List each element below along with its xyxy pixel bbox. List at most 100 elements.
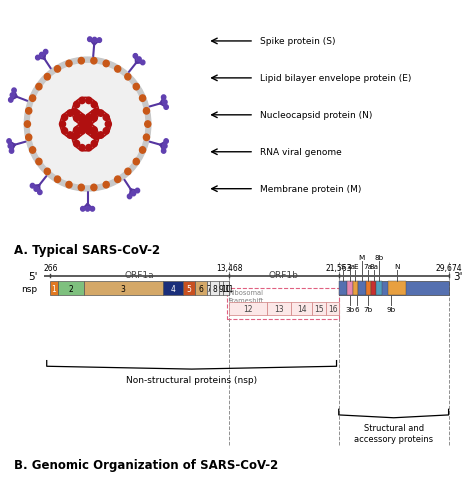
Circle shape [8,144,12,149]
Circle shape [86,123,92,130]
Circle shape [98,110,104,117]
Circle shape [91,132,97,139]
FancyBboxPatch shape [339,282,347,295]
Circle shape [55,67,61,73]
Text: 8b: 8b [374,254,384,260]
Circle shape [162,149,166,154]
Text: 29,674: 29,674 [435,263,462,272]
Circle shape [74,110,80,117]
FancyBboxPatch shape [210,282,219,295]
Circle shape [103,182,109,189]
Text: 266: 266 [43,263,57,272]
Circle shape [144,135,149,141]
Circle shape [91,116,97,122]
Circle shape [91,102,97,108]
Circle shape [85,128,91,135]
Text: Non-structural proteins (nsp): Non-structural proteins (nsp) [126,375,257,384]
Circle shape [133,84,139,91]
Circle shape [39,53,44,58]
Text: E: E [353,264,358,269]
Circle shape [29,147,36,154]
Text: 7: 7 [206,284,211,293]
Text: S: S [341,264,346,269]
Text: 7a: 7a [364,264,373,269]
Circle shape [66,182,72,189]
Circle shape [36,56,40,61]
FancyBboxPatch shape [365,282,371,295]
Circle shape [163,101,167,105]
Text: Membrane protein (M): Membrane protein (M) [260,185,361,194]
Circle shape [74,132,80,139]
Circle shape [79,123,85,130]
Circle shape [164,140,168,144]
Circle shape [91,59,97,65]
Circle shape [163,144,167,149]
Circle shape [72,109,78,115]
Text: 6: 6 [355,307,359,312]
Circle shape [7,140,11,144]
Circle shape [29,96,36,102]
Circle shape [73,116,80,122]
FancyBboxPatch shape [229,302,266,316]
Circle shape [81,121,87,128]
Circle shape [62,128,68,135]
Circle shape [164,106,168,110]
Text: nsp: nsp [21,284,37,293]
Circle shape [30,64,145,185]
Circle shape [79,115,85,121]
Circle shape [55,177,61,183]
Text: 13: 13 [274,304,283,313]
FancyBboxPatch shape [183,282,195,295]
Circle shape [105,121,111,128]
Circle shape [10,94,15,98]
Circle shape [145,121,151,128]
Text: 3: 3 [120,284,126,293]
FancyBboxPatch shape [195,282,207,295]
Text: 9: 9 [219,284,223,293]
Circle shape [12,89,16,94]
Circle shape [73,102,80,108]
Circle shape [137,58,141,62]
Circle shape [37,191,42,195]
Circle shape [59,121,65,128]
Circle shape [90,207,95,212]
Text: Ribosomal
Frameshift: Ribosomal Frameshift [229,290,264,303]
Circle shape [97,39,101,43]
Circle shape [93,134,100,141]
Text: 15: 15 [315,304,324,313]
Text: 11: 11 [224,284,234,293]
Text: 6: 6 [199,284,204,293]
Text: 3': 3' [453,271,463,281]
FancyBboxPatch shape [312,302,327,316]
Text: ORF1a: ORF1a [125,270,155,279]
Circle shape [78,185,84,191]
Circle shape [9,98,13,103]
Text: ORF1b: ORF1b [269,270,299,279]
Text: 4: 4 [170,284,175,293]
Text: 14: 14 [297,304,307,313]
Text: Nucleocapsid protein (N): Nucleocapsid protein (N) [260,111,372,120]
Text: A. Typical SARS-CoV-2: A. Typical SARS-CoV-2 [14,243,160,256]
FancyBboxPatch shape [83,282,163,295]
Circle shape [24,121,30,128]
FancyBboxPatch shape [327,302,338,316]
FancyBboxPatch shape [219,282,223,295]
Circle shape [133,159,139,166]
Text: 10: 10 [221,284,231,293]
Text: 1: 1 [52,284,56,293]
Text: 5': 5' [28,271,37,281]
Text: 13,468: 13,468 [216,263,242,272]
Text: 8a: 8a [369,264,378,269]
Text: 9b: 9b [386,307,395,312]
Circle shape [91,185,97,191]
Text: 21,563: 21,563 [326,263,352,272]
Text: 2: 2 [68,284,73,293]
Circle shape [34,187,38,192]
Circle shape [103,128,109,135]
Circle shape [125,74,131,81]
Circle shape [103,61,109,68]
Circle shape [140,61,145,66]
Circle shape [86,98,92,104]
Circle shape [81,207,85,212]
Circle shape [66,61,72,68]
